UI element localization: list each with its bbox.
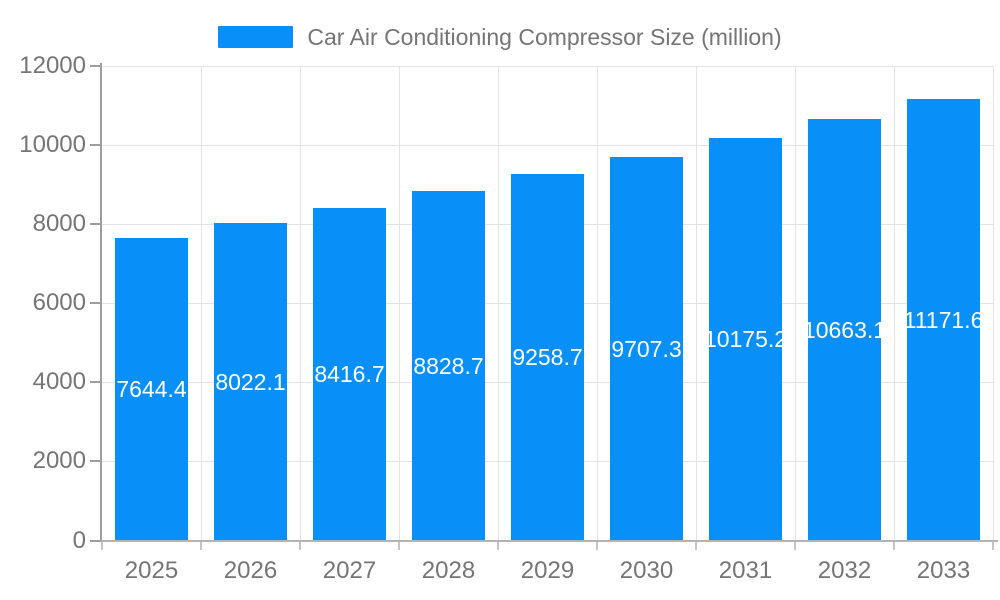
x-axis-tick [695, 541, 697, 550]
bar: 9258.7 [511, 174, 584, 541]
legend-swatch [218, 26, 294, 48]
x-axis-tick-label: 2031 [718, 557, 773, 584]
x-axis-tick-label: 2030 [619, 557, 674, 584]
y-axis-tick-label: 10000 [19, 131, 86, 159]
x-axis-tick-label: 2027 [322, 557, 377, 584]
x-axis-tick [596, 541, 598, 550]
x-axis-tick-label: 2028 [421, 557, 476, 584]
y-axis-tick-label: 0 [72, 526, 86, 554]
bar-value-label: 8828.7 [413, 352, 484, 379]
bar-value-label: 10663.1 [808, 316, 881, 343]
x-axis-tick-label: 2029 [520, 557, 575, 584]
x-axis-tick [299, 541, 301, 550]
x-axis-tick [497, 541, 499, 550]
y-axis-tick [90, 539, 101, 542]
gridline-vertical [299, 66, 301, 541]
y-axis-tick [90, 144, 101, 147]
x-axis-line [95, 540, 998, 542]
bar: 8022.1 [214, 223, 287, 541]
gridline-vertical [695, 66, 697, 541]
bar: 8416.7 [313, 207, 386, 541]
x-axis-tick-label: 2025 [124, 557, 179, 584]
x-axis-tick-label: 2033 [916, 557, 971, 584]
y-axis-tick-label: 2000 [32, 447, 86, 475]
bar: 8828.7 [412, 191, 485, 541]
gridline-vertical [893, 66, 895, 541]
y-axis-tick [90, 460, 101, 463]
bar: 9707.3 [610, 156, 683, 541]
gridline-vertical [398, 66, 400, 541]
gridline-horizontal [102, 65, 993, 67]
bar-value-label: 7644.4 [116, 376, 187, 403]
x-axis-tick [992, 541, 994, 550]
legend-item[interactable]: Car Air Conditioning Compressor Size (mi… [0, 23, 1000, 51]
y-axis-tick-label: 6000 [32, 289, 86, 317]
x-axis-tick-label: 2026 [223, 557, 278, 584]
gridline-vertical [497, 66, 499, 541]
gridline-horizontal [102, 144, 993, 146]
gridline-vertical [200, 66, 202, 541]
x-axis-tick [794, 541, 796, 550]
x-axis-tick-label: 2032 [817, 557, 872, 584]
y-axis-tick [90, 65, 101, 67]
y-axis-line [100, 63, 102, 542]
chart-title: Car Air Conditioning Compressor Size (mi… [307, 23, 782, 50]
y-axis-tick-label: 12000 [19, 52, 86, 79]
bar-value-label: 11171.6 [907, 306, 980, 333]
x-axis-tick [893, 541, 895, 550]
bar: 11171.6 [907, 98, 980, 541]
bar-value-label: 8416.7 [314, 361, 385, 388]
y-axis-tick-label: 8000 [32, 210, 86, 238]
bar: 7644.4 [115, 238, 188, 541]
y-axis-tick [90, 223, 101, 226]
y-axis-tick [90, 381, 101, 384]
x-axis-tick [200, 541, 202, 550]
bar: 10175.2 [709, 138, 782, 541]
gridline-vertical [794, 66, 796, 541]
bar-value-label: 8022.1 [215, 368, 286, 395]
bar: 10663.1 [808, 118, 881, 541]
bar-value-label: 9707.3 [611, 335, 682, 362]
gridline-vertical [596, 66, 598, 541]
x-axis-tick [101, 541, 103, 550]
x-axis-tick [398, 541, 400, 550]
bar-value-label: 10175.2 [709, 326, 782, 353]
y-axis-tick-label: 4000 [32, 368, 86, 396]
gridline-vertical [992, 66, 994, 541]
bar-value-label: 9258.7 [512, 344, 583, 371]
y-axis-tick [90, 302, 101, 305]
